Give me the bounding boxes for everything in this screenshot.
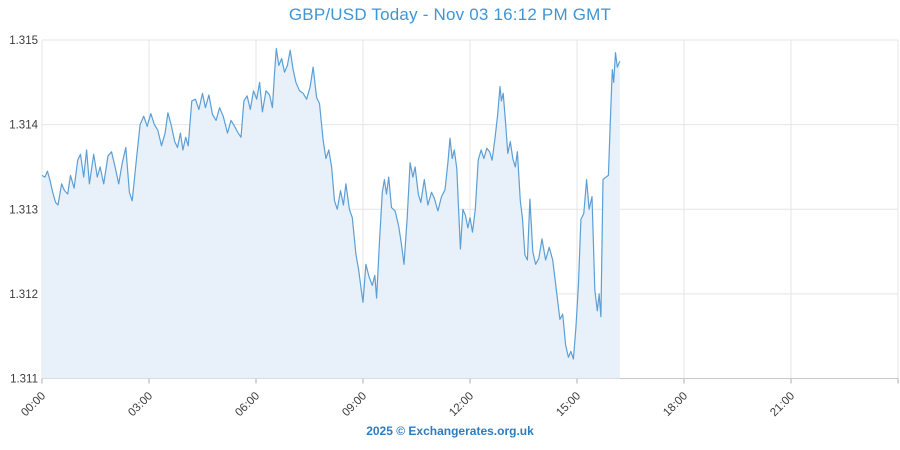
x-axis-label: 21:00 [768, 390, 797, 419]
y-axis-label: 1.315 [9, 35, 38, 47]
chart-title: GBP/USD Today - Nov 03 16:12 PM GMT [288, 5, 612, 24]
x-axis-label: 09:00 [340, 390, 369, 419]
price-chart: 1.311 1.312 1.313 1.314 1.315 00:00 03:00 06:00… [9, 35, 899, 419]
y-axis-label: 1.311 [10, 374, 38, 386]
y-axis-label: 1.312 [9, 289, 38, 301]
x-axis-label: 15:00 [554, 390, 583, 419]
y-axis-label: 1.313 [9, 204, 38, 216]
x-axis-label: 00:00 [19, 390, 48, 419]
x-axis-label: 03:00 [126, 390, 155, 419]
series-area [42, 48, 620, 379]
y-axis-label: 1.314 [9, 120, 38, 132]
series-line [41, 47, 621, 360]
x-axis-label: 06:00 [233, 390, 262, 419]
x-axis-label: 12:00 [447, 390, 476, 419]
x-axis-label: 18:00 [661, 390, 690, 419]
copyright-link[interactable]: 2025 © Exchangerates.org.uk [366, 424, 534, 438]
